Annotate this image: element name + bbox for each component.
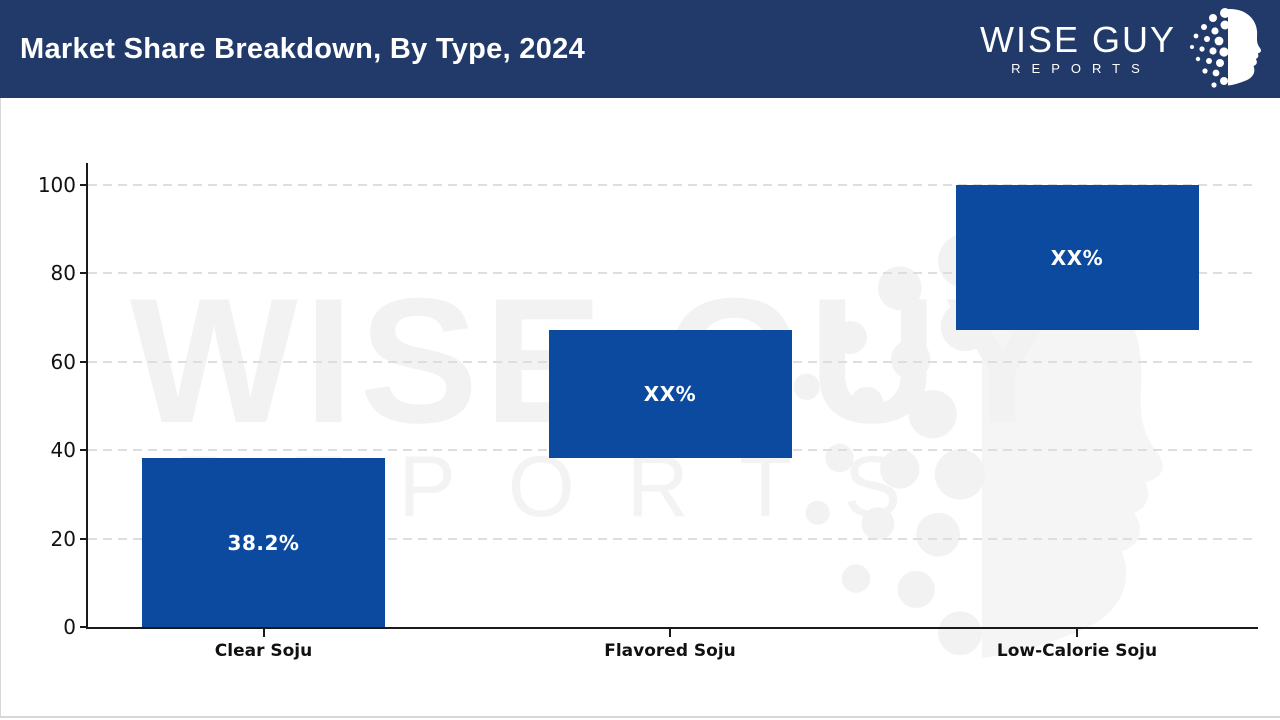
y-axis-tick <box>80 449 88 452</box>
bar-clear-soju: 38.2% <box>142 458 385 627</box>
wiseguy-face-icon <box>1190 8 1262 88</box>
y-tick-label: 40 <box>50 438 76 463</box>
y-axis-tick <box>80 537 88 540</box>
bar-value-label: XX% <box>643 382 697 407</box>
y-gridline <box>88 537 1258 540</box>
y-axis-tick <box>80 272 88 275</box>
wiseguy-logo-text: WISE GUY REPORTS <box>979 19 1176 77</box>
frame-bottom-hairline <box>0 716 1280 718</box>
wiseguy-logo-wordmark: WISE GUY <box>979 19 1176 60</box>
y-tick-label: 20 <box>50 526 76 551</box>
frame-left-hairline <box>0 98 1 718</box>
x-category-label: Low-Calorie Soju <box>996 641 1158 661</box>
y-tick-label: 60 <box>50 349 76 374</box>
x-category-label: Flavored Soju <box>604 641 736 661</box>
wiseguy-logo-subtitle: REPORTS <box>1011 61 1151 76</box>
bar-value-label: XX% <box>1050 245 1104 270</box>
y-axis-tick <box>80 626 88 628</box>
market-share-chart: 0 20 40 60 80 100 38.2% XX% XX% Clear Soju Flavore… <box>0 98 1280 720</box>
bar-flavored-soju: XX% <box>548 330 792 459</box>
y-tick-label: 80 <box>50 261 76 286</box>
y-axis-line <box>86 163 88 629</box>
header-bar: Market Share Breakdown, By Type, 2024 WI… <box>0 0 1280 98</box>
y-tick-label: 100 <box>37 173 76 197</box>
page-title: Market Share Breakdown, By Type, 2024 <box>20 32 586 65</box>
y-gridline <box>88 272 1258 275</box>
x-axis-tick <box>1076 629 1078 637</box>
x-axis-tick <box>669 629 671 637</box>
y-tick-label: 0 <box>63 615 76 639</box>
x-axis-line <box>86 627 1258 629</box>
y-gridline <box>88 184 1258 186</box>
y-axis-tick <box>80 360 88 363</box>
bar-value-label: 38.2% <box>227 530 300 555</box>
y-axis-tick <box>80 184 88 186</box>
wiseguy-logo: WISE GUY REPORTS <box>980 0 1266 98</box>
x-axis-tick <box>262 629 265 637</box>
bar-low-calorie-soju: XX% <box>955 185 1199 331</box>
x-category-label: Clear Soju <box>214 641 313 661</box>
